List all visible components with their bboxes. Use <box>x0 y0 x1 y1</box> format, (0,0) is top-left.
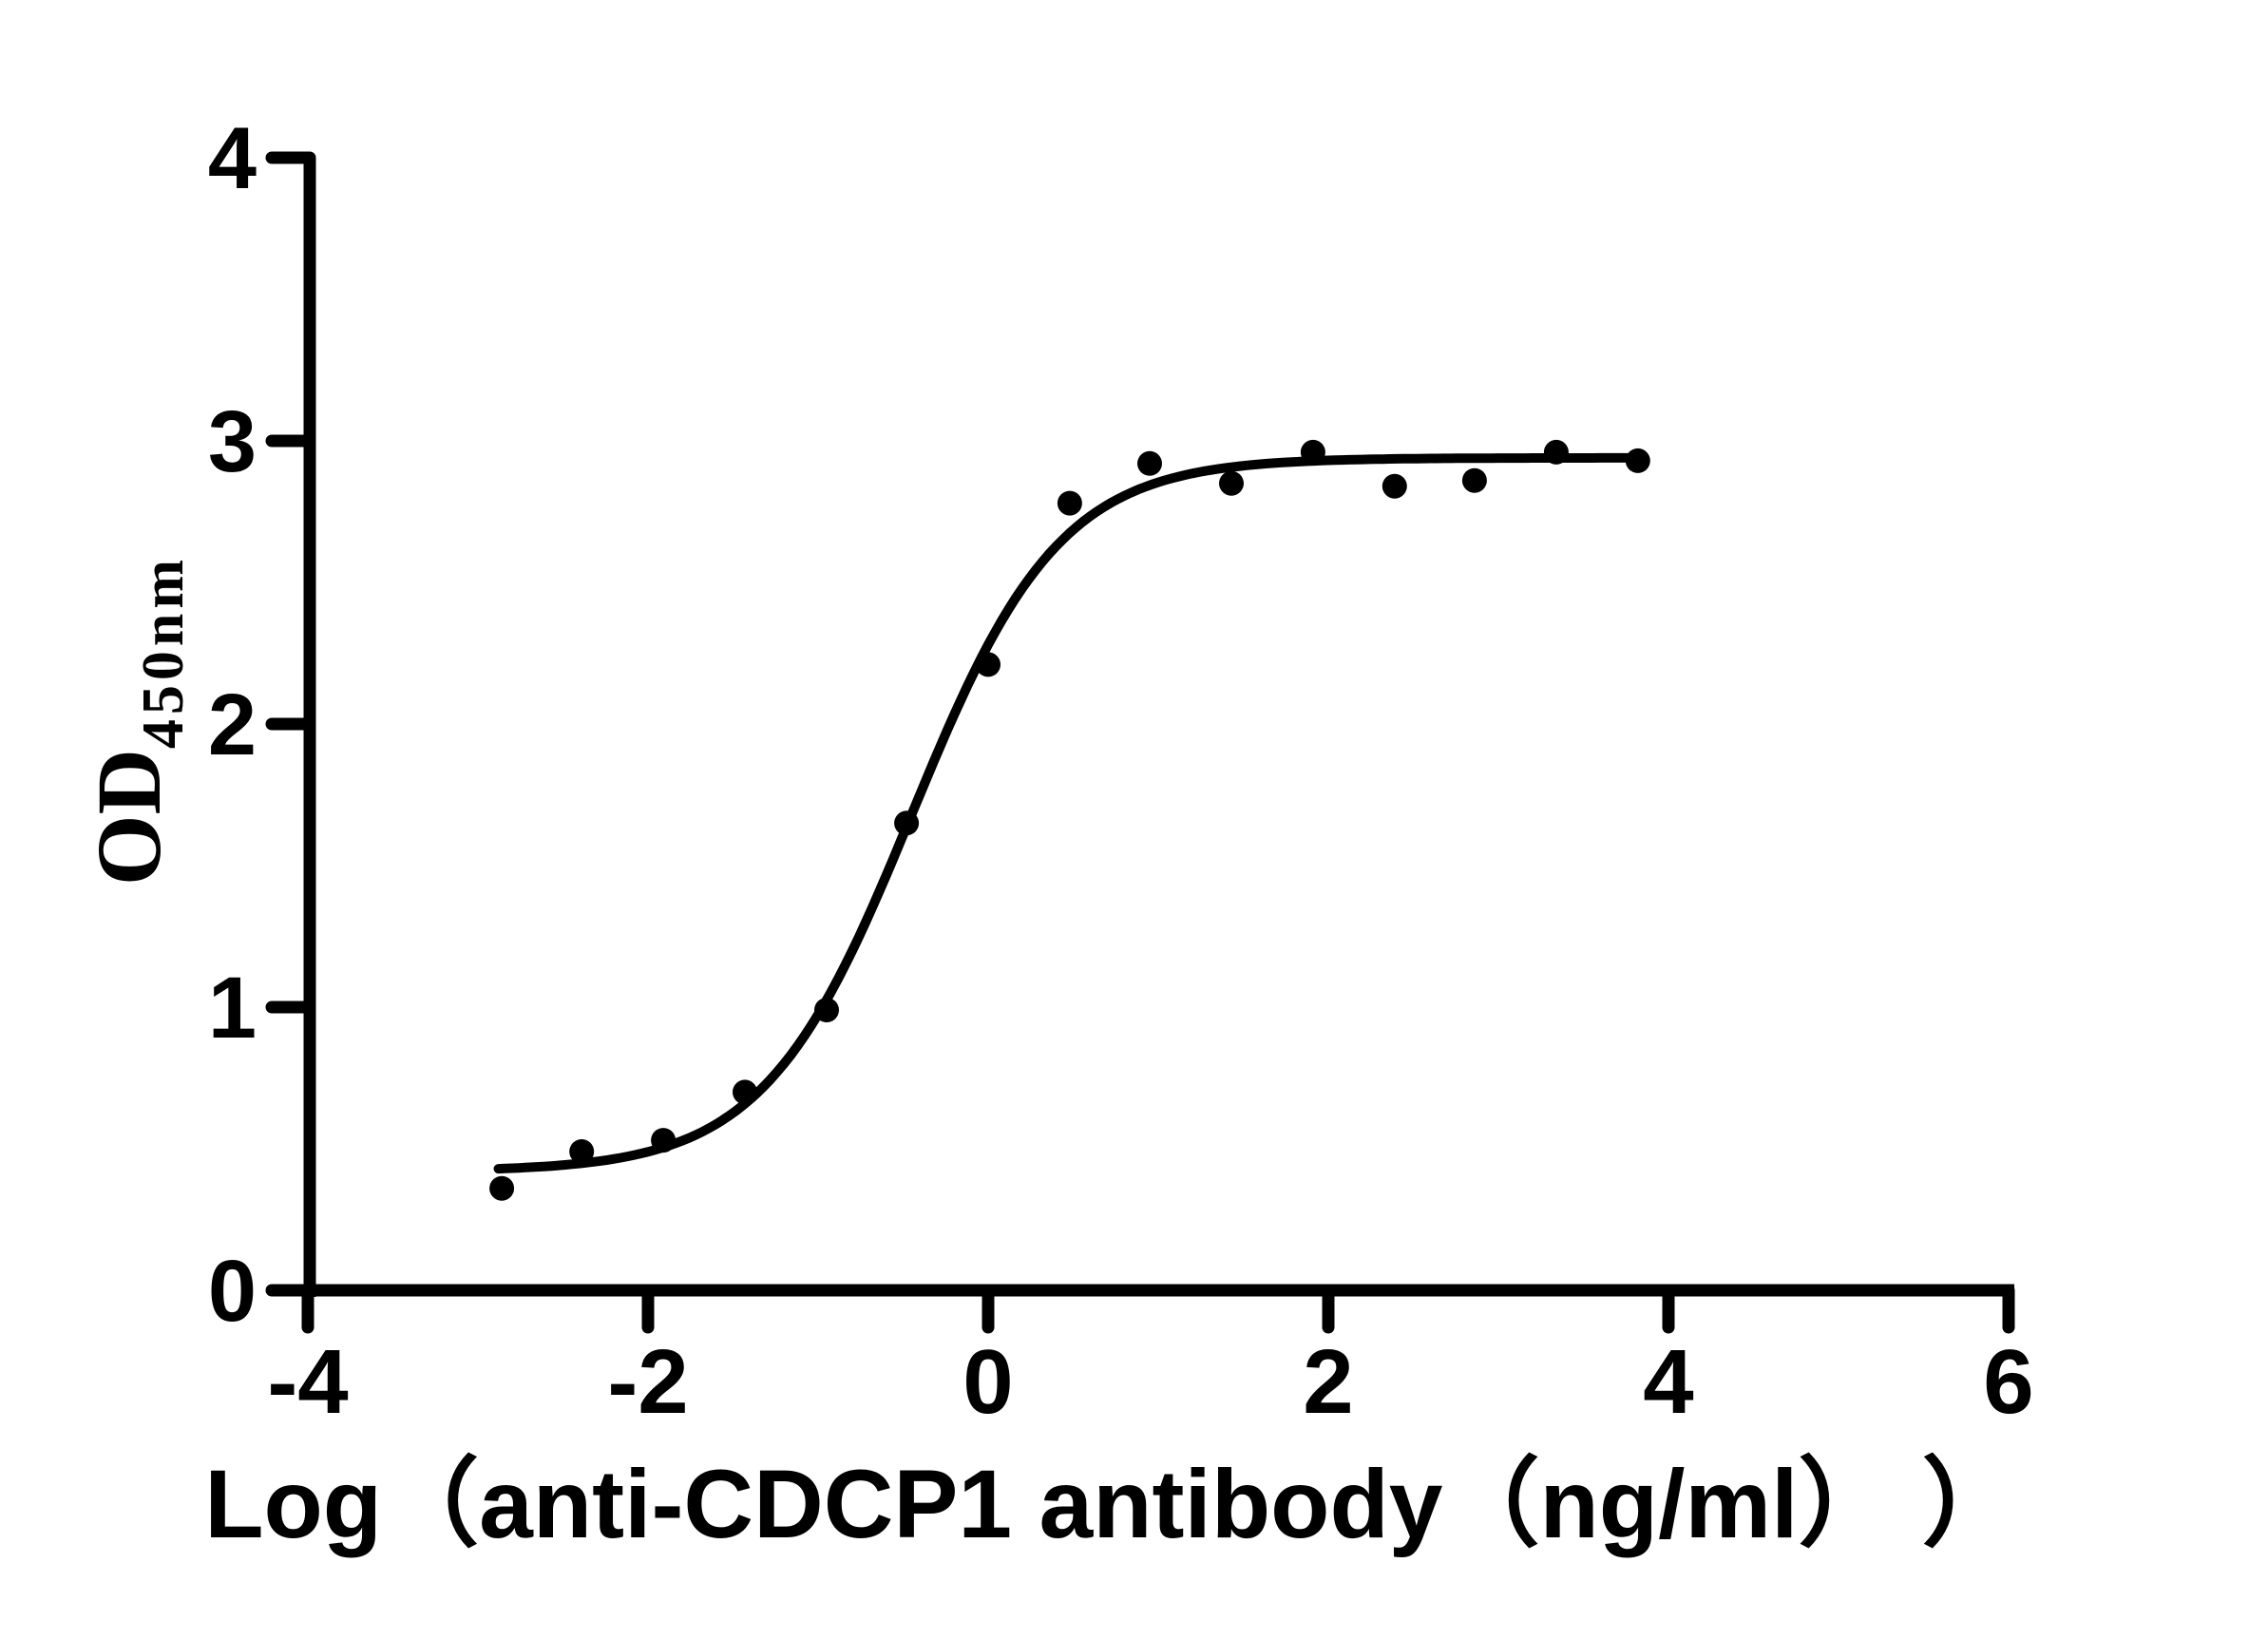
y-tick-label: 3 <box>208 393 257 490</box>
x-tick-label: 6 <box>1983 1331 2033 1433</box>
data-point <box>976 652 1001 677</box>
axes <box>303 158 2014 1297</box>
data-point <box>1137 450 1162 476</box>
y-axis-title-main: OD <box>78 749 180 886</box>
data-point <box>1543 439 1569 465</box>
y-axis-tick-labels: 0 1 2 3 4 <box>208 110 257 1340</box>
x-tick-label: -4 <box>267 1331 348 1433</box>
x-tick-label: 4 <box>1643 1331 1693 1433</box>
data-point <box>1461 467 1487 493</box>
y-axis-ticks <box>265 151 316 1297</box>
data-point <box>1219 470 1244 496</box>
data-point <box>814 998 839 1022</box>
x-tick-label: -2 <box>607 1331 688 1433</box>
data-point <box>569 1139 595 1164</box>
y-tick-label: 4 <box>208 110 257 207</box>
y-tick-label: 1 <box>208 960 257 1057</box>
x-axis-ticks <box>301 1284 2015 1334</box>
data-point <box>651 1128 677 1153</box>
data-point <box>894 810 920 836</box>
y-tick-label: 2 <box>208 677 257 773</box>
fit-curve-line <box>493 452 1647 1174</box>
data-points <box>489 439 1650 1201</box>
x-axis-title: Log（anti-CDCP1 antibody（ng/ml） ） <box>204 1450 2019 1558</box>
data-point <box>733 1079 757 1105</box>
data-point <box>1300 439 1325 465</box>
x-axis-tick-labels: -4 -2 0 2 4 6 <box>267 1331 2033 1433</box>
x-tick-label: 2 <box>1303 1331 1353 1433</box>
x-tick-label: 0 <box>962 1331 1013 1433</box>
y-axis-title: OD450nm <box>78 555 196 886</box>
data-point <box>1625 448 1650 473</box>
data-point <box>489 1175 515 1201</box>
data-point <box>1057 490 1082 516</box>
y-axis-title-subscript: 450nm <box>131 555 196 749</box>
y-tick-label: 0 <box>208 1243 257 1340</box>
data-point <box>1382 473 1407 499</box>
